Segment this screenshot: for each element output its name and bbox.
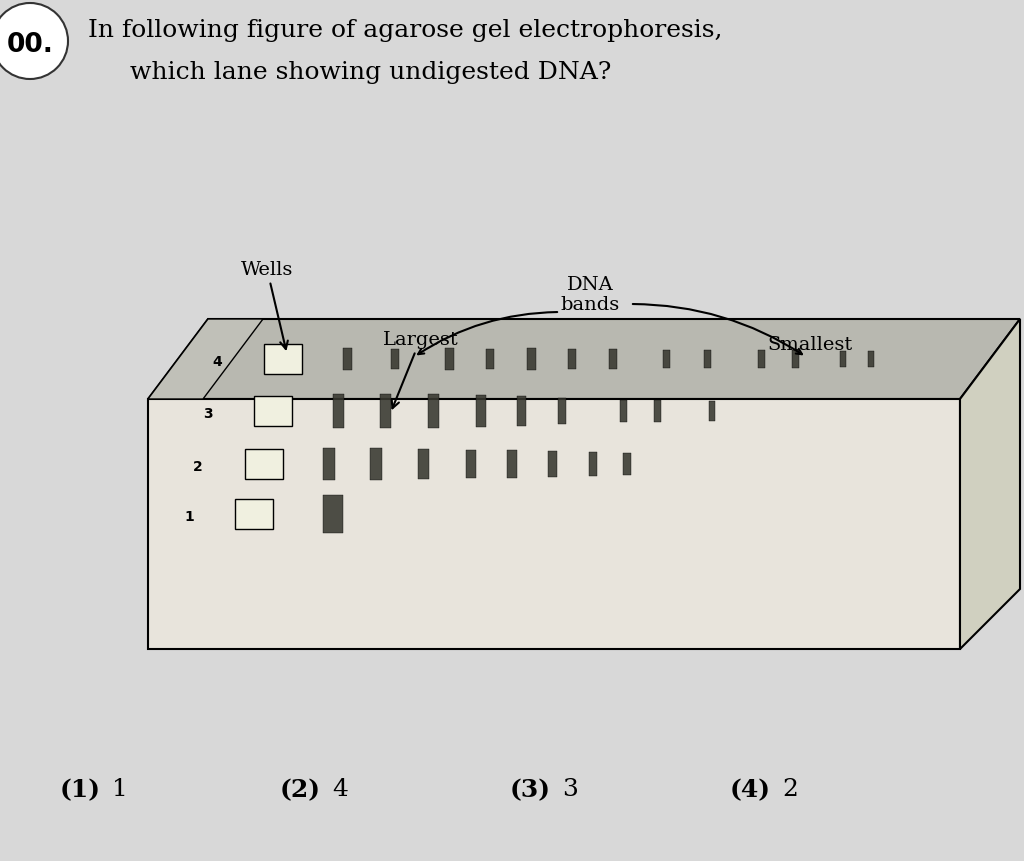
Text: 2: 2 — [194, 460, 203, 474]
Polygon shape — [476, 396, 485, 428]
Text: (2): (2) — [280, 777, 321, 801]
Text: 1: 1 — [184, 510, 194, 523]
Circle shape — [0, 4, 68, 80]
Text: Wells: Wells — [241, 261, 293, 350]
Text: 4: 4 — [212, 354, 222, 369]
Polygon shape — [148, 319, 1020, 400]
Polygon shape — [245, 449, 283, 480]
Text: 3: 3 — [203, 407, 213, 421]
Polygon shape — [236, 499, 273, 530]
Text: 4: 4 — [332, 777, 348, 801]
Text: 1: 1 — [112, 777, 128, 801]
Polygon shape — [517, 397, 526, 427]
Text: (3): (3) — [510, 777, 551, 801]
Polygon shape — [793, 350, 800, 369]
Polygon shape — [590, 453, 597, 477]
Polygon shape — [705, 350, 711, 369]
Polygon shape — [653, 401, 660, 423]
Text: 00.: 00. — [6, 32, 53, 58]
Text: Largest: Largest — [383, 331, 459, 409]
Text: (4): (4) — [730, 777, 771, 801]
Polygon shape — [380, 395, 391, 429]
Text: 2: 2 — [782, 777, 798, 801]
Text: Smallest: Smallest — [767, 336, 853, 354]
Polygon shape — [568, 350, 575, 369]
Polygon shape — [254, 397, 292, 427]
Polygon shape — [333, 395, 344, 429]
Polygon shape — [466, 450, 476, 479]
Polygon shape — [664, 350, 671, 369]
Text: In following figure of agarose gel electrophoresis,: In following figure of agarose gel elect… — [88, 18, 723, 41]
Polygon shape — [624, 454, 632, 475]
Polygon shape — [507, 450, 517, 479]
Polygon shape — [486, 350, 495, 369]
Polygon shape — [608, 350, 616, 369]
Polygon shape — [418, 449, 429, 480]
Polygon shape — [548, 452, 557, 478]
Polygon shape — [391, 350, 399, 369]
Text: which lane showing undigested DNA?: which lane showing undigested DNA? — [130, 60, 611, 84]
Text: (1): (1) — [60, 777, 101, 801]
Text: 3: 3 — [562, 777, 578, 801]
Polygon shape — [620, 401, 627, 423]
Text: DNA
bands: DNA bands — [560, 276, 620, 314]
Polygon shape — [526, 348, 536, 370]
Polygon shape — [759, 350, 766, 369]
Polygon shape — [323, 449, 335, 480]
Polygon shape — [148, 319, 263, 400]
Polygon shape — [148, 400, 961, 649]
Polygon shape — [558, 399, 566, 425]
Polygon shape — [445, 348, 454, 370]
Polygon shape — [370, 449, 382, 480]
Polygon shape — [343, 348, 352, 370]
Polygon shape — [323, 496, 343, 534]
Polygon shape — [841, 351, 847, 367]
Polygon shape — [961, 319, 1020, 649]
Polygon shape — [709, 402, 715, 422]
Polygon shape — [428, 395, 438, 429]
Polygon shape — [867, 351, 873, 367]
Polygon shape — [264, 344, 302, 375]
